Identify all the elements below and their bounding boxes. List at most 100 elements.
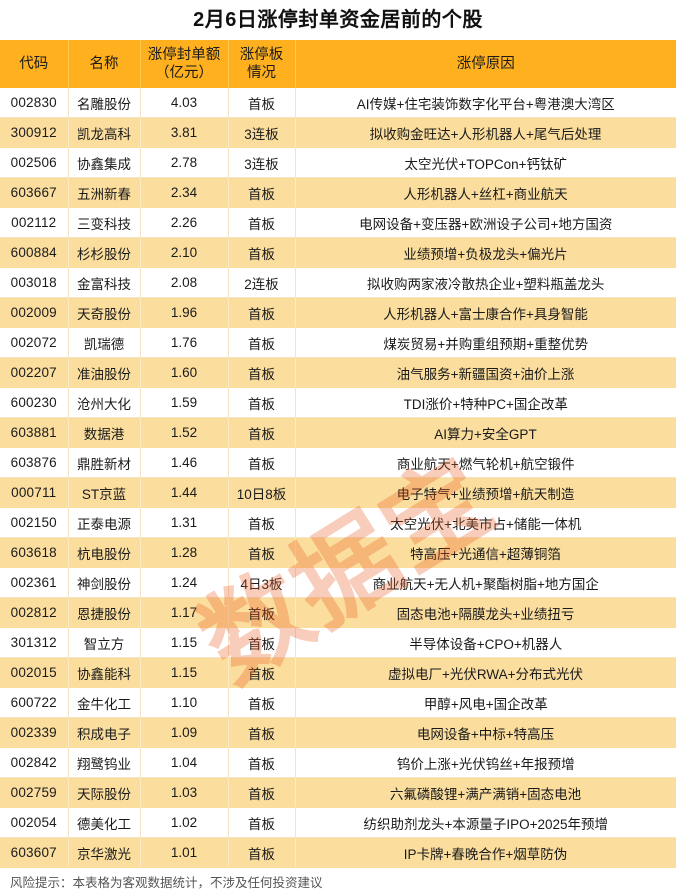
cell-code: 003018 [0, 267, 69, 298]
table-row: 002830 名雕股份 4.03 首板 AI传媒+住宅装饰数字化平台+粤港澳大湾区 [0, 88, 676, 118]
cell-amount: 1.59 [140, 387, 229, 418]
cell-board: 3连板 [228, 147, 296, 178]
cell-name: 德美化工 [68, 807, 141, 838]
table-row: 002361 神剑股份 1.24 4日3板 商业航天+无人机+聚酯树脂+地方国企 [0, 567, 676, 598]
cell-board: 首板 [228, 777, 296, 808]
table-row: 002812 恩捷股份 1.17 首板 固态电池+隔膜龙头+业绩扭亏 [0, 597, 676, 628]
cell-code: 603876 [0, 447, 69, 478]
cell-amount: 1.96 [140, 297, 229, 328]
cell-board: 首板 [228, 717, 296, 748]
cell-code: 002830 [0, 88, 69, 118]
cell-amount: 1.02 [140, 807, 229, 838]
cell-board: 首板 [228, 627, 296, 658]
cell-name: 翔鹭钨业 [68, 747, 141, 778]
cell-amount: 2.26 [140, 207, 229, 238]
cell-board: 首板 [228, 297, 296, 328]
cell-reason: 太空光伏+北美市占+储能一体机 [295, 507, 676, 538]
cell-reason: 钨价上涨+光伏钨丝+年报预增 [295, 747, 676, 778]
cell-board: 首板 [228, 237, 296, 268]
cell-code: 002015 [0, 657, 69, 688]
table-row: 603667 五洲新春 2.34 首板 人形机器人+丝杠+商业航天 [0, 177, 676, 208]
table-row: 002759 天际股份 1.03 首板 六氟磷酸锂+满产满销+固态电池 [0, 777, 676, 808]
cell-amount: 1.17 [140, 597, 229, 628]
table-row: 002015 协鑫能科 1.15 首板 虚拟电厂+光伏RWA+分布式光伏 [0, 657, 676, 688]
cell-amount: 1.52 [140, 417, 229, 448]
cell-reason: 煤炭贸易+并购重组预期+重整优势 [295, 327, 676, 358]
risk-note-text: 风险提示：本表格为客观数据统计，不涉及任何投资建议 [10, 876, 323, 889]
cell-board: 首板 [228, 597, 296, 628]
cell-code: 002842 [0, 747, 69, 778]
cell-amount: 1.24 [140, 567, 229, 598]
cell-code: 600230 [0, 387, 69, 418]
cell-amount: 1.28 [140, 537, 229, 568]
cell-code: 600722 [0, 687, 69, 718]
table-header-row: 代码 名称 涨停封单额 （亿元） 涨停板 情况 涨停原因 [0, 40, 676, 88]
column-header-amount-label: 涨停封单额 [147, 46, 221, 63]
table-row: 002150 正泰电源 1.31 首板 太空光伏+北美市占+储能一体机 [0, 507, 676, 538]
cell-code: 603881 [0, 417, 69, 448]
cell-board: 首板 [228, 327, 296, 358]
cell-name: 恩捷股份 [68, 597, 141, 628]
table-row: 002842 翔鹭钨业 1.04 首板 钨价上涨+光伏钨丝+年报预增 [0, 747, 676, 778]
cell-code: 002759 [0, 777, 69, 808]
cell-reason: 电网设备+中标+特高压 [295, 717, 676, 748]
cell-code: 603618 [0, 537, 69, 568]
cell-board: 首板 [228, 447, 296, 478]
cell-name: 五洲新春 [68, 177, 141, 208]
footer: 风险提示：本表格为客观数据统计，不涉及任何投资建议 数据来源： [0, 868, 676, 889]
cell-code: 600884 [0, 237, 69, 268]
cell-reason: 甲醇+风电+国企改革 [295, 687, 676, 718]
cell-amount: 1.31 [140, 507, 229, 538]
cell-board: 首板 [228, 537, 296, 568]
cell-reason: 太空光伏+TOPCon+钙钛矿 [295, 147, 676, 178]
table-row: 000711 ST京蓝 1.44 10日8板 电子特气+业绩预增+航天制造 [0, 477, 676, 508]
table-row: 603881 数据港 1.52 首板 AI算力+安全GPT [0, 417, 676, 448]
cell-code: 301312 [0, 627, 69, 658]
table-body: 002830 名雕股份 4.03 首板 AI传媒+住宅装饰数字化平台+粤港澳大湾区 300… [0, 88, 676, 868]
cell-board: 首板 [228, 177, 296, 208]
table-row: 002207 准油股份 1.60 首板 油气服务+新疆国资+油价上涨 [0, 357, 676, 388]
cell-board: 首板 [228, 687, 296, 718]
page-title: 2月6日涨停封单资金居前的个股 [193, 9, 483, 31]
cell-board: 首板 [228, 837, 296, 868]
cell-name: 协鑫集成 [68, 147, 141, 178]
cell-code: 002009 [0, 297, 69, 328]
cell-name: 杉杉股份 [68, 237, 141, 268]
table-row: 603607 京华激光 1.01 首板 IP卡牌+春晚合作+烟草防伪 [0, 837, 676, 868]
cell-board: 首板 [228, 88, 296, 118]
cell-code: 002112 [0, 207, 69, 238]
cell-amount: 4.03 [140, 88, 229, 118]
cell-reason: 商业航天+燃气轮机+航空锻件 [295, 447, 676, 478]
column-header-amount-unit: （亿元） [155, 65, 213, 81]
cell-reason: 油气服务+新疆国资+油价上涨 [295, 357, 676, 388]
column-header-name: 名称 [68, 40, 141, 88]
cell-board: 首板 [228, 807, 296, 838]
cell-code: 603667 [0, 177, 69, 208]
cell-amount: 1.76 [140, 327, 229, 358]
cell-amount: 1.03 [140, 777, 229, 808]
cell-reason: 纺织助剂龙头+本源量子IPO+2025年预增 [295, 807, 676, 838]
cell-board: 4日3板 [228, 567, 296, 598]
cell-reason: TDI涨价+特种PC+国企改革 [295, 387, 676, 418]
table-row: 002112 三变科技 2.26 首板 电网设备+变压器+欧洲设子公司+地方国资 [0, 207, 676, 238]
cell-name: ST京蓝 [68, 477, 141, 508]
table-row: 600884 杉杉股份 2.10 首板 业绩预增+负极龙头+偏光片 [0, 237, 676, 268]
cell-amount: 1.10 [140, 687, 229, 718]
cell-amount: 1.15 [140, 657, 229, 688]
cell-name: 准油股份 [68, 357, 141, 388]
cell-code: 002054 [0, 807, 69, 838]
cell-board: 首板 [228, 417, 296, 448]
cell-code: 002339 [0, 717, 69, 748]
column-header-reason: 涨停原因 [295, 40, 676, 88]
cell-reason: 商业航天+无人机+聚酯树脂+地方国企 [295, 567, 676, 598]
cell-board: 3连板 [228, 117, 296, 148]
cell-code: 002150 [0, 507, 69, 538]
cell-code: 002361 [0, 567, 69, 598]
cell-board: 首板 [228, 507, 296, 538]
cell-amount: 1.04 [140, 747, 229, 778]
cell-board: 首板 [228, 207, 296, 238]
cell-name: 沧州大化 [68, 387, 141, 418]
cell-name: 正泰电源 [68, 507, 141, 538]
cell-code: 002506 [0, 147, 69, 178]
